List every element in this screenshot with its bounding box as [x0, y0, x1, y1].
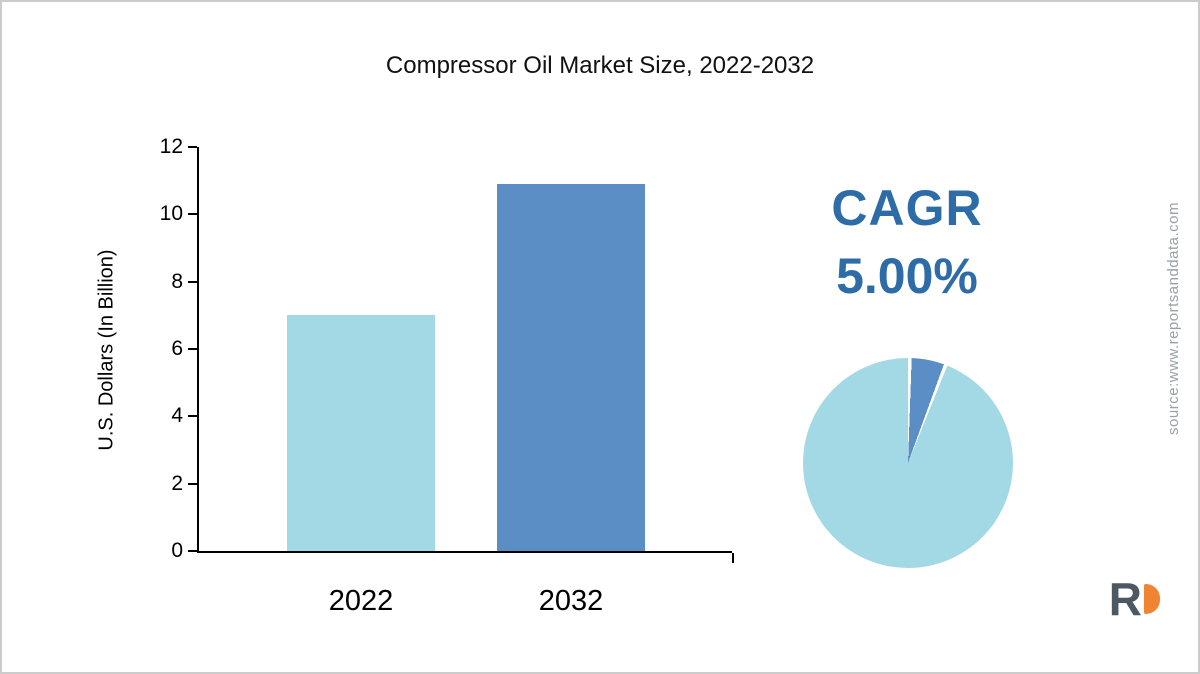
y-tick-mark — [188, 146, 197, 148]
bar-2022 — [287, 315, 435, 551]
bar-2032 — [497, 184, 645, 551]
y-tick-mark — [188, 213, 197, 216]
x-axis-end-tick — [732, 553, 734, 563]
pie-chart — [803, 358, 1013, 568]
y-tick-mark — [188, 348, 197, 350]
brand-logo: R — [1109, 576, 1160, 622]
cagr-value: 5.00% — [836, 247, 978, 304]
y-tick-label: 10 — [159, 202, 183, 226]
y-tick-mark — [188, 550, 197, 552]
logo-d-icon — [1144, 584, 1160, 614]
y-axis-label: U.S. Dollars (In Billion) — [95, 249, 118, 451]
source-attribution: source:www.reportsanddata.com — [1165, 202, 1182, 435]
logo-letter: R — [1108, 573, 1142, 625]
x-tick-label: 2032 — [538, 585, 604, 617]
bar-plot-area: 0 2 4 6 8 10 12 2022 2032 — [160, 135, 734, 617]
y-tick-label: 0 — [171, 539, 183, 562]
y-tick-label: 12 — [159, 135, 183, 158]
y-tick-label: 6 — [171, 337, 183, 360]
x-tick-label: 2022 — [328, 585, 394, 617]
chart-title: Compressor Oil Market Size, 2022-2032 — [385, 52, 815, 79]
y-tick-label: 2 — [171, 471, 183, 495]
y-tick-mark — [188, 280, 197, 283]
y-tick-label: 4 — [171, 404, 183, 428]
y-tick-mark — [188, 415, 197, 418]
cagr-label: CAGR — [831, 180, 983, 236]
cagr-block: CAGR 5.00% — [782, 180, 1032, 305]
y-tick-mark — [188, 482, 197, 485]
y-tick-label: 8 — [171, 269, 183, 293]
